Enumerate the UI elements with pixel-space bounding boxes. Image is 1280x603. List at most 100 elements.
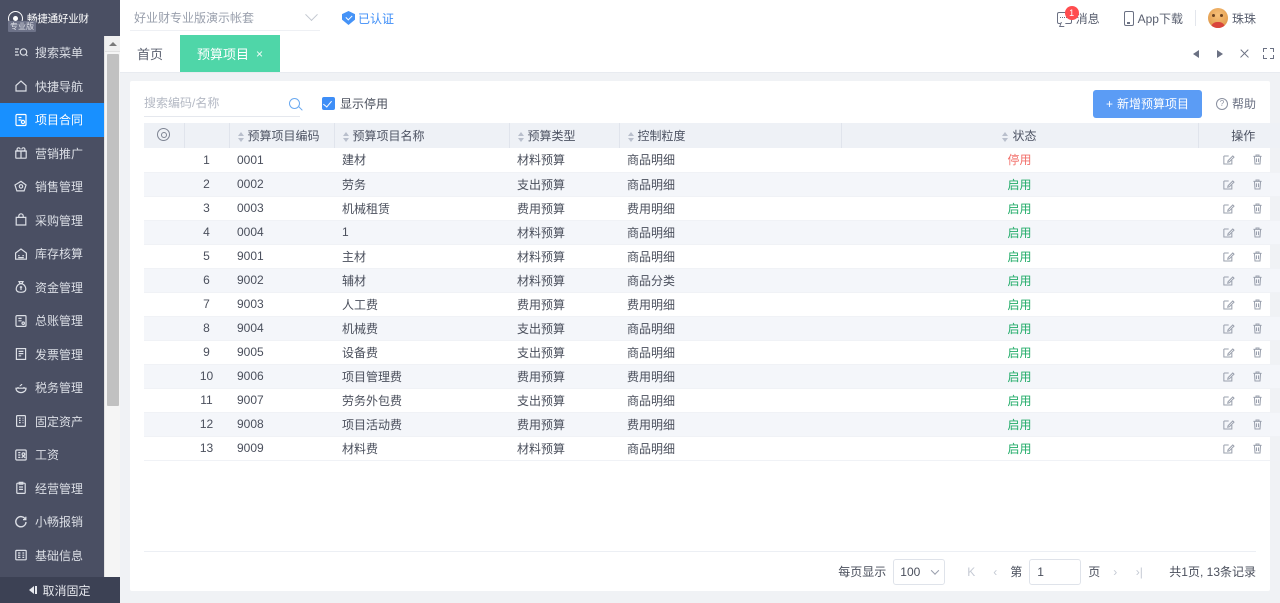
edit-icon[interactable] (1222, 226, 1235, 239)
fullscreen-button[interactable] (1256, 35, 1280, 72)
delete-icon[interactable] (1251, 202, 1264, 215)
sidebar-item-10[interactable]: 发票管理 (0, 338, 104, 372)
sidebar-item-12[interactable]: 固定资产 (0, 405, 104, 439)
table-row[interactable]: 12 9008 项目活动费 费用预算 费用明细 启用 (144, 412, 1280, 437)
sidebar-item-3[interactable]: 项目合同 (0, 103, 104, 137)
sort-icon[interactable] (237, 131, 244, 142)
messages-button[interactable]: 消息 1 (1045, 5, 1112, 27)
edit-icon[interactable] (1222, 178, 1235, 191)
prev-page-button[interactable]: ‹ (993, 564, 998, 579)
edit-icon[interactable] (1222, 274, 1235, 287)
delete-icon[interactable] (1251, 394, 1264, 407)
column-header-granularity[interactable]: 控制粒度 (619, 123, 842, 148)
user-menu[interactable]: 珠珠 (1196, 8, 1268, 28)
sidebar: 搜索菜单 快捷导航 项目合同 营销推广 销售管理 采购管理 库存核算 资金管理 总账管理发票管理… (0, 36, 120, 603)
first-page-button[interactable]: K (967, 564, 976, 579)
table-row[interactable]: 11 9007 劳务外包费 支出预算 商品明细 启用 (144, 388, 1280, 413)
edit-icon[interactable] (1222, 322, 1235, 335)
next-page-button[interactable]: › (1113, 564, 1118, 579)
search-input[interactable] (144, 96, 274, 110)
app-download-button[interactable]: App下载 (1112, 10, 1195, 27)
edit-icon[interactable] (1222, 250, 1235, 263)
delete-icon[interactable] (1251, 442, 1264, 455)
tab-close-icon[interactable]: × (256, 46, 264, 61)
sidebar-item-4[interactable]: 营销推广 (0, 137, 104, 171)
sidebar-item-16[interactable]: 基础信息 (0, 539, 104, 573)
add-budget-item-button[interactable]: + 新增预算项目 (1092, 89, 1202, 118)
sidebar-item-13[interactable]: 工资 (0, 438, 104, 472)
table-row[interactable]: 6 9002 辅材 材料预算 商品分类 启用 (144, 268, 1280, 293)
table-row[interactable]: 3 0003 机械租赁 费用预算 费用明细 启用 (144, 196, 1280, 221)
table-row[interactable]: 5 9001 主材 材料预算 商品明细 启用 (144, 244, 1280, 269)
scroll-up-arrow-icon[interactable] (105, 36, 120, 52)
sidebar-item-5[interactable]: 销售管理 (0, 170, 104, 204)
table-row[interactable]: 2 0002 劳务 支出预算 商品明细 启用 (144, 172, 1280, 197)
delete-icon[interactable] (1251, 178, 1264, 191)
tab-scroll-left-button[interactable] (1184, 35, 1208, 72)
column-header-name[interactable]: 预算项目名称 (334, 123, 510, 148)
account-selector[interactable]: 好业财专业版演示帐套 (130, 5, 320, 31)
table-row[interactable]: 13 9009 材料费 材料预算 商品明细 启用 (144, 436, 1280, 461)
search-box[interactable] (144, 91, 300, 117)
edit-icon[interactable] (1222, 298, 1235, 311)
row-actions (1198, 364, 1280, 389)
last-page-button[interactable]: ›| (1135, 564, 1143, 579)
sidebar-item-9[interactable]: 总账管理 (0, 304, 104, 338)
scrollbar-thumb[interactable] (107, 54, 119, 406)
edit-icon[interactable] (1222, 418, 1235, 431)
table-row[interactable]: 1 0001 建材 材料预算 商品明细 停用 (144, 148, 1280, 173)
column-header-type[interactable]: 预算类型 (509, 123, 620, 148)
show-disabled-checkbox[interactable]: 显示停用 (322, 95, 388, 112)
delete-icon[interactable] (1251, 346, 1264, 359)
edit-icon[interactable] (1222, 153, 1235, 166)
sidebar-item-2[interactable]: 快捷导航 (0, 70, 104, 104)
sort-icon[interactable] (517, 131, 524, 142)
delete-icon[interactable] (1251, 274, 1264, 287)
table-row[interactable]: 10 9006 项目管理费 费用预算 费用明细 启用 (144, 364, 1280, 389)
delete-icon[interactable] (1251, 322, 1264, 335)
delete-icon[interactable] (1251, 298, 1264, 311)
per-page-select[interactable]: 100 (893, 558, 946, 585)
row-name: 辅材 (334, 268, 509, 293)
sidebar-scrollbar[interactable] (104, 36, 120, 603)
help-button[interactable]: ? 帮助 (1215, 95, 1256, 112)
edit-icon[interactable] (1222, 202, 1235, 215)
edit-icon[interactable] (1222, 442, 1235, 455)
page-number-input[interactable] (1029, 558, 1082, 585)
table-row[interactable]: 8 9004 机械费 支出预算 商品明细 启用 (144, 316, 1280, 341)
status-text: 启用 (1007, 201, 1032, 216)
table-row[interactable]: 4 0004 1 材料预算 商品明细 启用 (144, 220, 1280, 245)
sort-icon[interactable] (627, 131, 634, 142)
sidebar-item-6[interactable]: 采购管理 (0, 204, 104, 238)
unpin-sidebar-button[interactable]: 取消固定 (0, 577, 120, 603)
tab-2[interactable]: 预算项目 × (180, 35, 281, 72)
close-all-tabs-button[interactable] (1232, 35, 1256, 72)
sidebar-item-label: 发票管理 (35, 347, 84, 362)
tab-scroll-right-button[interactable] (1208, 35, 1232, 72)
table-row[interactable]: 9 9005 设备费 支出预算 商品明细 启用 (144, 340, 1280, 365)
delete-icon[interactable] (1251, 250, 1264, 263)
search-icon[interactable] (289, 97, 300, 109)
column-settings-button[interactable] (144, 123, 185, 148)
delete-icon[interactable] (1251, 153, 1264, 166)
delete-icon[interactable] (1251, 226, 1264, 239)
edit-icon[interactable] (1222, 370, 1235, 383)
table-row[interactable]: 7 9003 人工费 费用预算 费用明细 启用 (144, 292, 1280, 317)
status-badge: 启用 (841, 340, 1198, 365)
sidebar-item-7[interactable]: 库存核算 (0, 237, 104, 271)
sidebar-item-11[interactable]: 税务管理 (0, 371, 104, 405)
edit-icon[interactable] (1222, 346, 1235, 359)
column-header-status[interactable]: 状态 (841, 123, 1199, 148)
column-header-code[interactable]: 预算项目编码 (229, 123, 335, 148)
app-logo[interactable]: 畅捷通好业财 专业版 (0, 0, 120, 36)
sidebar-item-8[interactable]: 资金管理 (0, 271, 104, 305)
sort-icon[interactable] (342, 131, 349, 142)
sidebar-item-1[interactable]: 搜索菜单 (0, 36, 104, 70)
sort-icon[interactable] (1002, 131, 1009, 142)
edit-icon[interactable] (1222, 394, 1235, 407)
sidebar-item-15[interactable]: 小畅报销 (0, 505, 104, 539)
sidebar-item-14[interactable]: 经营管理 (0, 472, 104, 506)
tab-1[interactable]: 首页 (120, 35, 180, 72)
delete-icon[interactable] (1251, 418, 1264, 431)
delete-icon[interactable] (1251, 370, 1264, 383)
